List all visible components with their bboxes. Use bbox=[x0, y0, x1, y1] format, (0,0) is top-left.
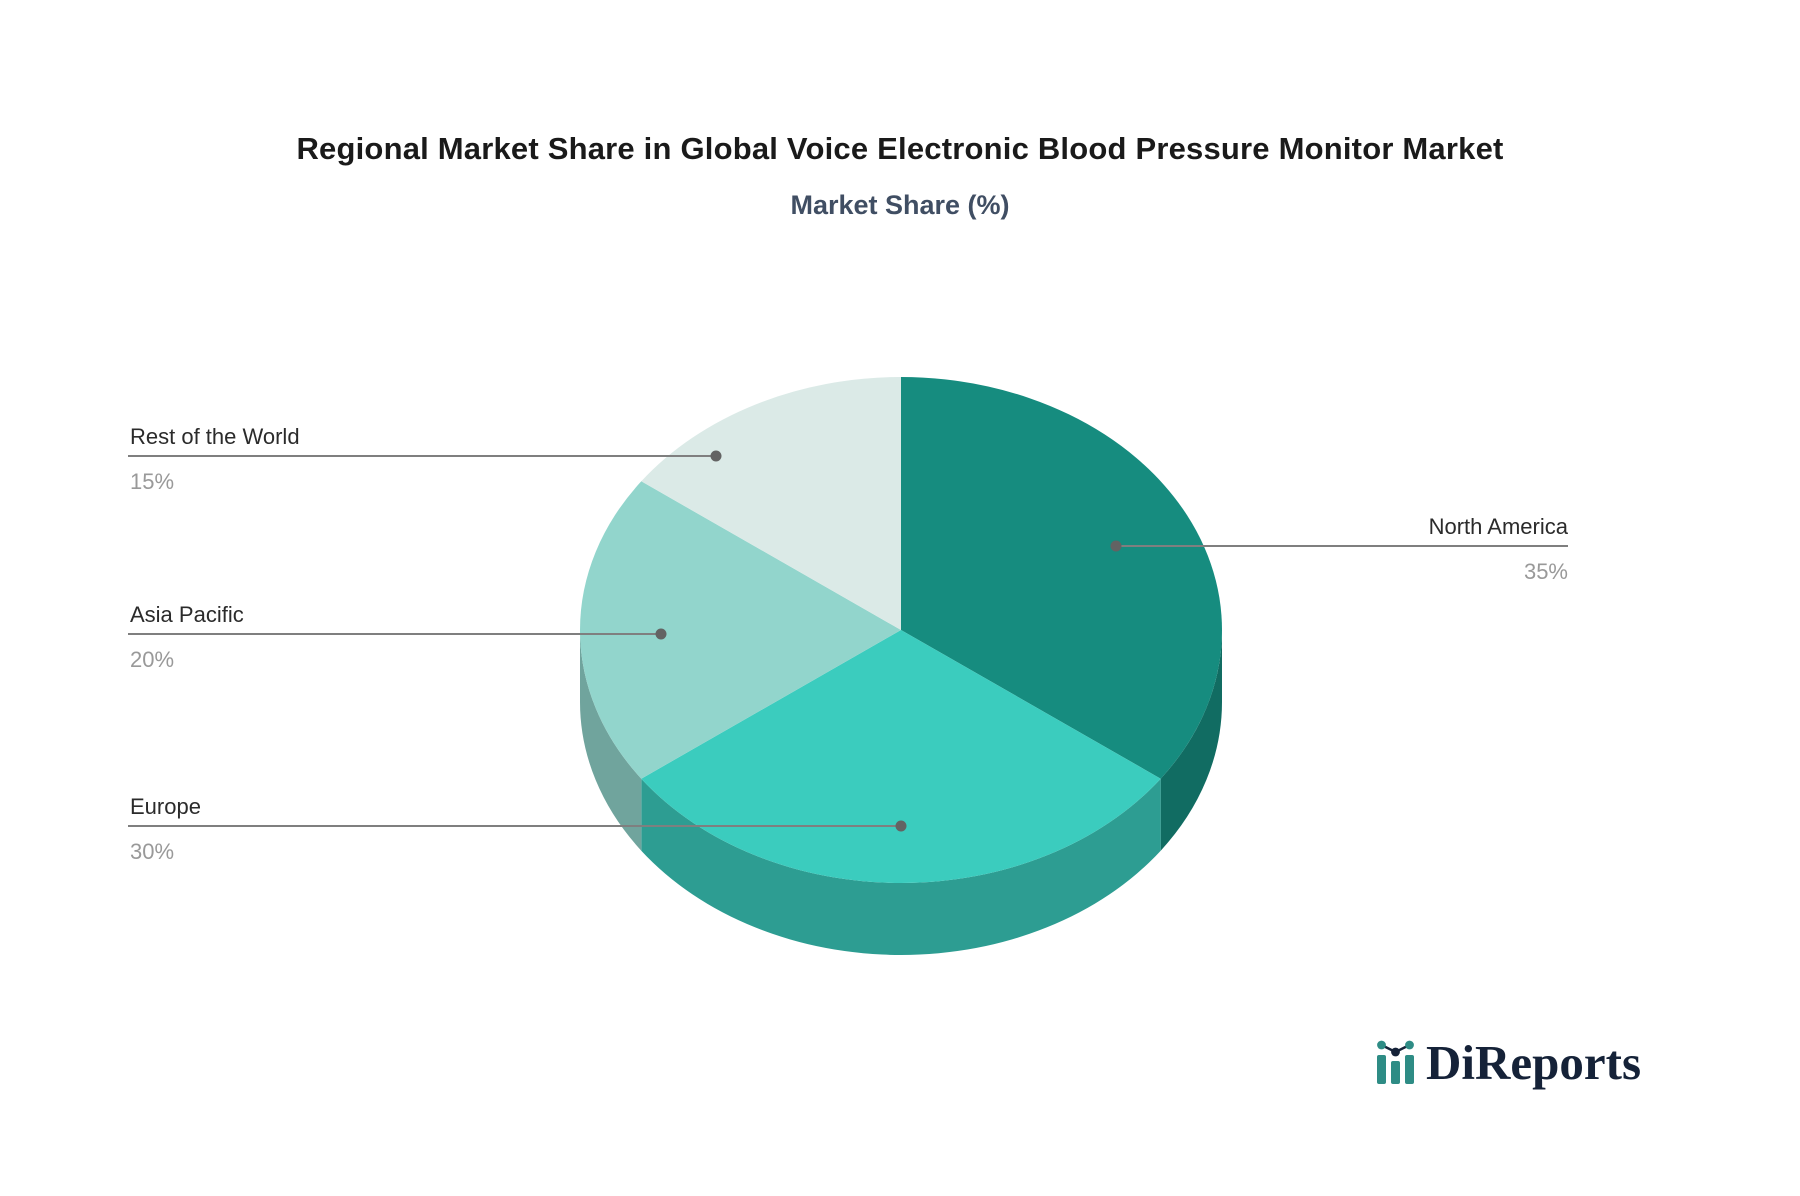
slice-label-name: Asia Pacific bbox=[130, 602, 244, 627]
bar-chart-trend-icon bbox=[1377, 1040, 1414, 1084]
pie-slice-europe[interactable] bbox=[641, 630, 1161, 883]
leader-dot-asia-pacific bbox=[655, 628, 667, 640]
chart-title: Regional Market Share in Global Voice El… bbox=[296, 131, 1504, 166]
logo-text: DiReports bbox=[1426, 1035, 1642, 1090]
slice-label-name: Europe bbox=[130, 794, 201, 819]
slice-label-value: 15% bbox=[130, 469, 175, 494]
leader-lines bbox=[128, 450, 1568, 832]
pie-slice-north-america[interactable] bbox=[901, 377, 1222, 779]
pie-slice-side-asia-pacific bbox=[580, 630, 642, 851]
chart-subtitle: Market Share (%) bbox=[790, 190, 1010, 220]
pie-3d-group bbox=[580, 377, 1222, 955]
slice-label-value: 30% bbox=[130, 839, 175, 864]
slice-label-name: Rest of the World bbox=[130, 424, 300, 449]
leader-dot-rest-of-the-world bbox=[710, 450, 722, 462]
pie-slice-side-north-america bbox=[1160, 630, 1222, 851]
pie-slice-rest-of-the-world[interactable] bbox=[641, 377, 901, 630]
leader-dot-europe bbox=[895, 820, 907, 832]
slice-label-value: 20% bbox=[130, 647, 175, 672]
slice-label-name: North America bbox=[1428, 514, 1568, 539]
slice-label-value: 35% bbox=[1523, 559, 1568, 584]
leader-dot-north-america bbox=[1110, 540, 1122, 552]
pie-slice-side-europe bbox=[641, 778, 1161, 955]
pie-slice-asia-pacific[interactable] bbox=[580, 481, 901, 779]
direports-logo[interactable]: DiReports bbox=[1377, 1035, 1641, 1091]
